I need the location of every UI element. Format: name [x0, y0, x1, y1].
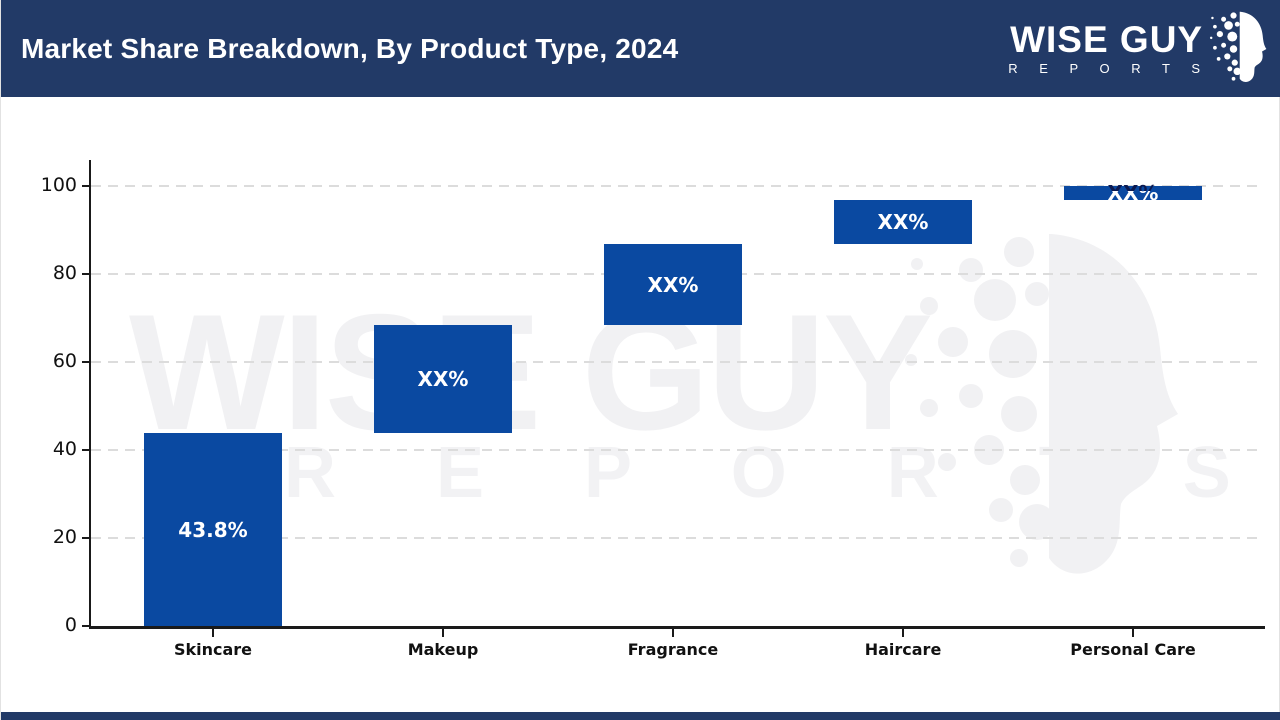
brand-name: WISE GUY — [1010, 19, 1204, 60]
x-tick-mark — [902, 629, 904, 637]
y-tick-mark — [82, 361, 89, 363]
y-tick-label: 20 — [52, 526, 77, 548]
dotted-head-profile-icon — [1209, 11, 1267, 82]
bar-haircare: XX% — [834, 199, 972, 245]
page-title: Market Share Breakdown, By Product Type,… — [21, 32, 679, 64]
y-tick-label: 100 — [40, 174, 77, 196]
x-tick-label: Haircare — [864, 640, 942, 659]
brand-logo: WISE GUY R E P O R T S — [1004, 9, 1267, 89]
y-tick-label: 0 — [64, 614, 77, 636]
x-tick-label: Skincare — [173, 640, 253, 659]
brand-logo-text: WISE GUY R E P O R T S — [1004, 21, 1209, 76]
x-tick-label: Fragrance — [627, 640, 719, 659]
x-tick-mark — [442, 629, 444, 637]
bar-value-label: 43.8% — [178, 517, 248, 542]
x-tick-mark — [1132, 629, 1134, 637]
x-tick-label: Makeup — [407, 640, 479, 659]
bar-value-label: XX% — [877, 209, 929, 234]
y-tick-label: 40 — [52, 438, 77, 460]
x-tick-mark — [672, 629, 674, 637]
y-gridline — [91, 537, 1263, 539]
footer-bar — [1, 712, 1280, 720]
brand-subname: R E P O R T S — [1008, 61, 1209, 76]
y-tick-mark — [82, 185, 89, 187]
watermark-dotted-head-profile-icon — [905, 234, 1178, 574]
y-tick-label: 60 — [52, 350, 77, 372]
x-axis-line — [89, 626, 1265, 629]
y-tick-mark — [82, 625, 89, 627]
y-gridline — [91, 185, 1263, 187]
bar-value-label: XX% — [647, 272, 699, 297]
y-tick-label: 80 — [52, 262, 77, 284]
y-tick-mark — [82, 273, 89, 275]
bar-value-label: XX% — [1107, 180, 1159, 205]
y-axis-line — [89, 160, 91, 628]
x-tick-label: Personal Care — [1070, 640, 1196, 659]
y-gridline — [91, 361, 1263, 363]
bar-skincare: 43.8% — [144, 433, 282, 626]
bar-value-label: XX% — [417, 367, 469, 392]
header-bar: Market Share Breakdown, By Product Type,… — [1, 0, 1280, 97]
bar-personal-care: XX% — [1064, 181, 1202, 205]
bar-fragrance: XX% — [604, 244, 742, 326]
y-tick-mark — [82, 449, 89, 451]
y-gridline — [91, 449, 1263, 451]
y-tick-mark — [82, 537, 89, 539]
x-tick-mark — [212, 629, 214, 637]
bar-makeup: XX% — [374, 325, 512, 434]
